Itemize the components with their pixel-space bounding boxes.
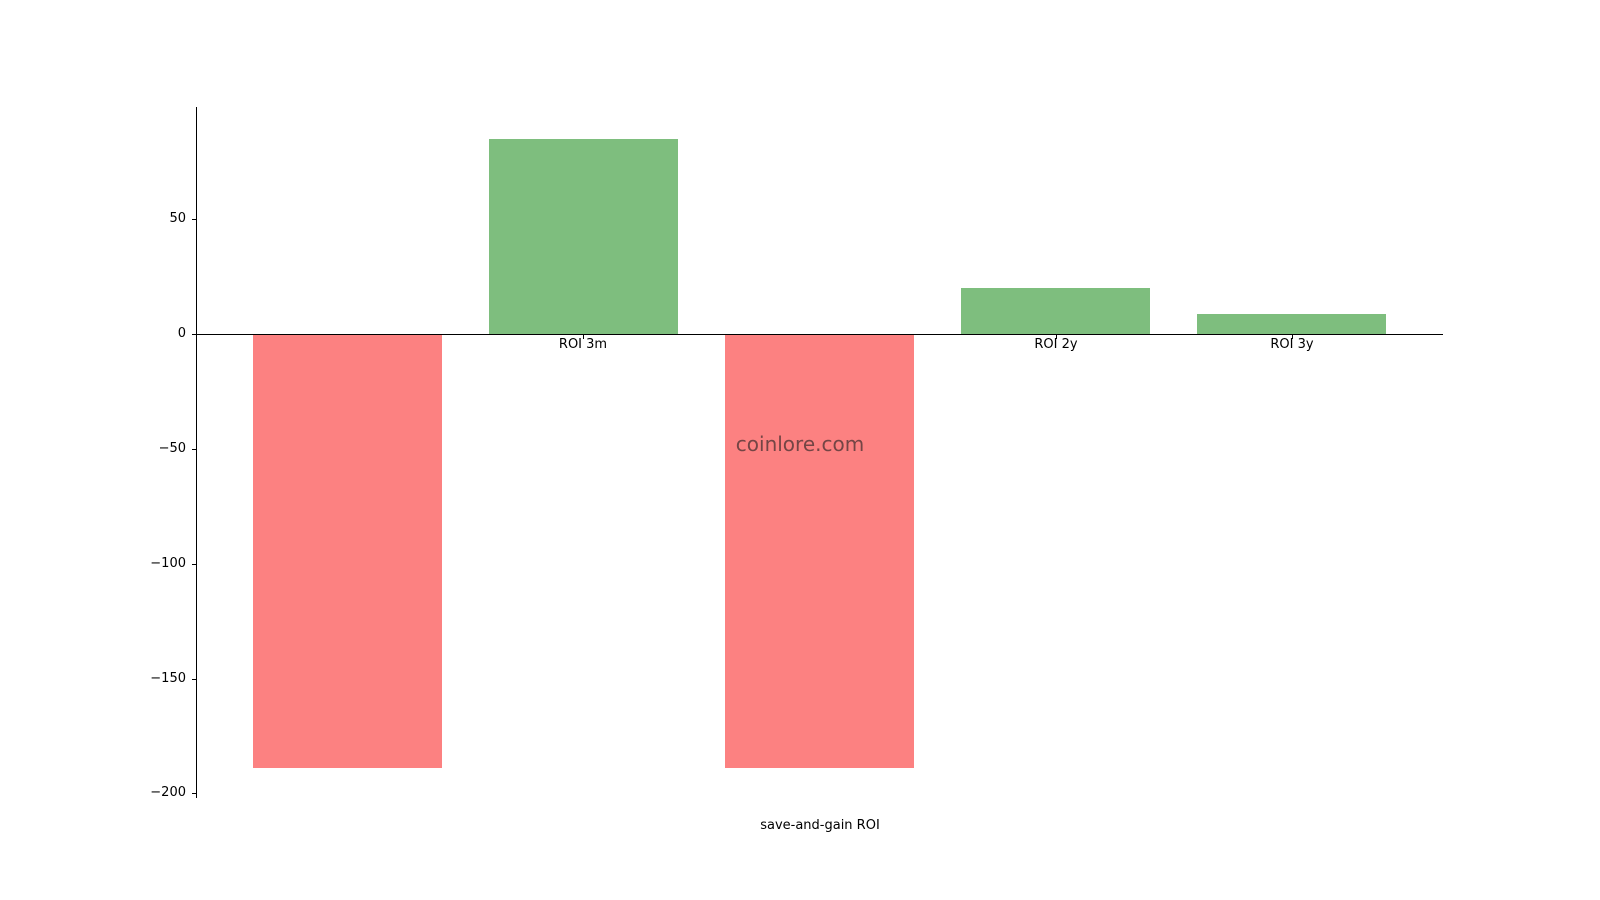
x-tick-mark — [1056, 335, 1057, 339]
y-tick-label: −50 — [158, 441, 186, 456]
bar-roi-3y — [1197, 314, 1386, 334]
bar-unlabeled-2 — [725, 335, 914, 768]
y-axis-line — [196, 107, 197, 798]
x-axis-title: save-and-gain ROI — [760, 818, 880, 833]
bar-roi-3m — [489, 139, 678, 334]
y-tick-mark — [192, 334, 196, 335]
y-tick-mark — [192, 219, 196, 220]
y-tick-mark — [192, 564, 196, 565]
x-tick-mark — [583, 335, 584, 339]
x-axis-line — [196, 334, 1443, 335]
x-tick-label: ROI 2y — [1034, 337, 1078, 352]
y-tick-label: −100 — [150, 556, 186, 571]
y-tick-mark — [192, 679, 196, 680]
x-tick-label: ROI 3m — [558, 337, 608, 352]
y-tick-mark — [192, 793, 196, 794]
y-tick-mark — [192, 449, 196, 450]
y-tick-label: −150 — [150, 671, 186, 686]
y-tick-label: 0 — [177, 326, 186, 341]
bar-roi-2y — [961, 288, 1150, 334]
x-tick-mark — [1292, 335, 1293, 339]
watermark-text: coinlore.com — [735, 432, 865, 456]
y-tick-label: 50 — [169, 211, 186, 226]
y-tick-label: −200 — [150, 785, 186, 800]
bar-unlabeled-0 — [253, 335, 442, 768]
x-tick-label: ROI 3y — [1270, 337, 1314, 352]
